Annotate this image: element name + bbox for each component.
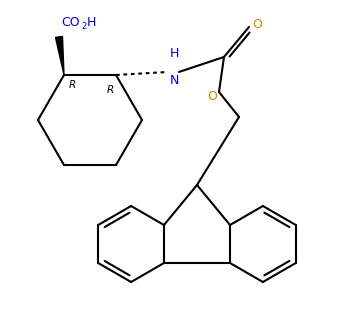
Text: H: H bbox=[170, 47, 179, 60]
Text: 2: 2 bbox=[81, 22, 86, 31]
Text: O: O bbox=[207, 91, 217, 104]
Text: N: N bbox=[170, 74, 179, 87]
Text: R: R bbox=[69, 80, 76, 90]
Polygon shape bbox=[56, 36, 64, 75]
Text: CO: CO bbox=[61, 16, 79, 29]
Text: R: R bbox=[107, 85, 114, 95]
Text: H: H bbox=[87, 16, 96, 29]
Text: O: O bbox=[252, 19, 262, 32]
